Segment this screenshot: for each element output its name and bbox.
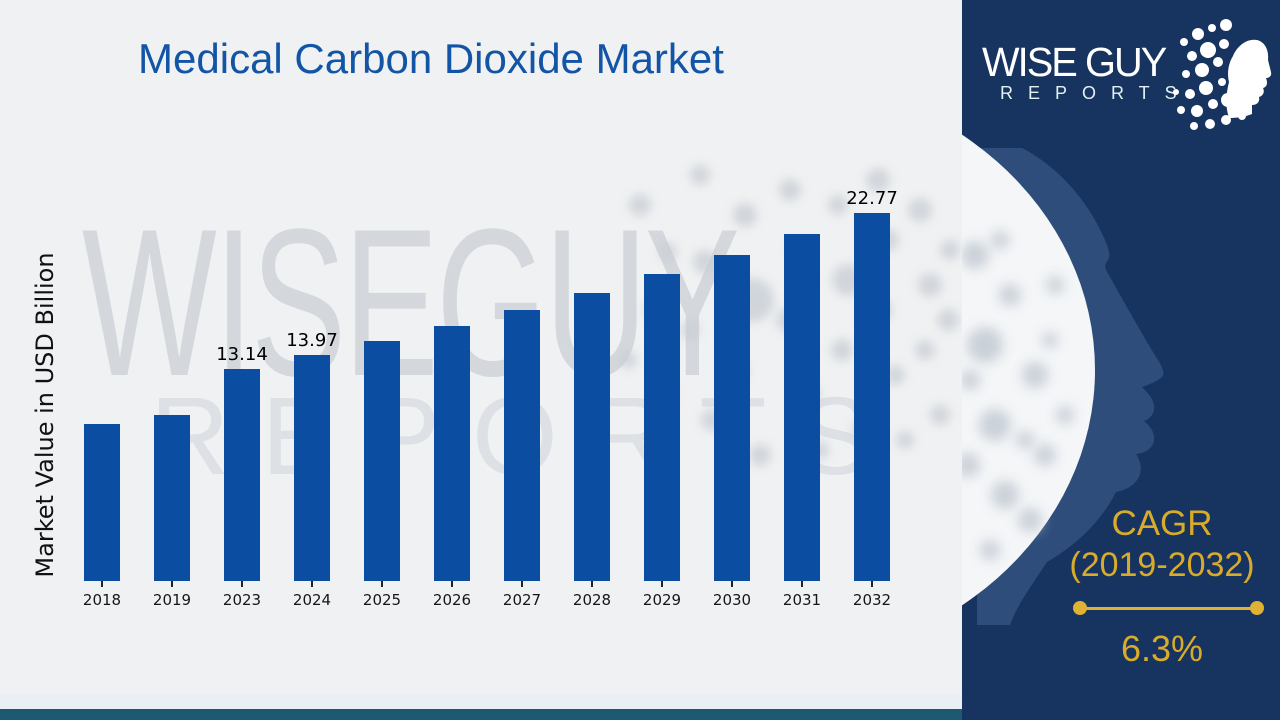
divider-dot-left [1073,601,1087,615]
logo-dot [1199,81,1213,95]
cagr-value: 6.3% [1120,628,1204,669]
logo-dot [1205,119,1215,129]
x-tick-label: 2023 [222,591,262,609]
logo-dot [1218,78,1226,86]
bar-2030 [714,255,750,581]
gray-dot [1016,431,1034,449]
logo-dot [1213,57,1223,67]
logo-dot [1208,99,1218,109]
x-tick [171,581,173,587]
chart-title: Medical Carbon Dioxide Market [138,35,724,82]
cagr-block: CAGR (2019-2032) 6.3% [1062,504,1264,669]
brand-wordmark: WISE GUY [982,39,1167,85]
x-tick-label: 2030 [712,591,752,609]
bottom-teal-strip [0,709,962,720]
x-tick-label: 2027 [502,591,542,609]
logo-dot [1195,63,1209,77]
x-tick [311,581,313,587]
bar-2027 [504,310,540,581]
logo-dot [1173,89,1179,95]
divider-line [1080,607,1257,610]
logo-dot [1185,89,1195,99]
x-tick [451,581,453,587]
x-tick-label: 2018 [82,591,122,609]
x-tick [521,581,523,587]
x-tick [801,581,803,587]
x-tick [731,581,733,587]
cagr-divider [1062,601,1264,615]
logo-dot [1208,24,1216,32]
logo-dot [1219,39,1229,49]
gray-dot [962,370,980,390]
wiseguy-face-icon [1173,19,1272,130]
logo-dot [1221,115,1231,125]
gray-dot [962,241,989,269]
bar-2023 [224,369,260,581]
brand-wordmark-sub: REPORTS [1000,83,1192,103]
logo-dot [1191,105,1203,117]
bar-2026 [434,326,470,581]
gray-dot [1042,332,1058,348]
x-tick-label: 2019 [152,591,192,609]
logo-dot [1220,19,1232,31]
divider-dot-right [1250,601,1264,615]
gray-dot [967,327,1003,363]
gray-dot [1056,406,1074,424]
x-tick [661,581,663,587]
bar-2019 [154,415,190,581]
logo-dot [1190,122,1198,130]
bar-2025 [364,341,400,581]
x-tick-label: 2025 [362,591,402,609]
x-tick-label: 2026 [432,591,472,609]
x-tick-label: 2029 [642,591,682,609]
x-tick-label: 2024 [292,591,332,609]
bar-value-label: 13.97 [286,330,338,351]
bar-2028 [574,293,610,581]
y-axis-label: Market Value in USD Billion [31,252,59,578]
gray-dot [1034,444,1056,466]
x-tick [871,581,873,587]
gray-dot [991,481,1019,509]
bar-chart: Medical Carbon Dioxide Market Market Val… [31,35,898,610]
bar-2029 [644,274,680,581]
bar-value-label: 13.14 [216,344,268,365]
gray-dot [991,231,1009,249]
x-tick-label: 2031 [782,591,822,609]
logo-dot [1180,38,1188,46]
cagr-range: (2019-2032) [1069,546,1255,584]
bottom-light-band [0,694,962,710]
x-tick [381,581,383,587]
x-tick [241,581,243,587]
brand-panel: WISE GUY REPORTS CAGR (2019-2032) 6.3% [962,0,1280,720]
gray-dot [1022,362,1048,388]
x-tick [591,581,593,587]
x-tick-label: 2028 [572,591,612,609]
x-tick-label: 2032 [852,591,892,609]
logo-dot [1177,106,1185,114]
bar-2024 [294,355,330,581]
gray-dot [980,540,1000,560]
gray-dot [1046,276,1064,294]
bar-2018 [84,424,120,581]
bar-2032 [854,213,890,581]
bar-value-label: 22.77 [846,188,898,209]
gray-dot [1018,508,1042,532]
x-tick [101,581,103,587]
bar-2031 [784,234,820,581]
logo-dot [1187,51,1197,61]
gray-dot [979,409,1011,441]
watermark-wiseguy: WISEGUY [82,185,740,420]
logo-dot [1192,28,1204,40]
gray-dot [999,284,1021,306]
gray-dot [962,453,980,477]
logo-dot [1182,70,1190,78]
cagr-label: CAGR [1111,504,1213,543]
logo-dot [1200,42,1216,58]
